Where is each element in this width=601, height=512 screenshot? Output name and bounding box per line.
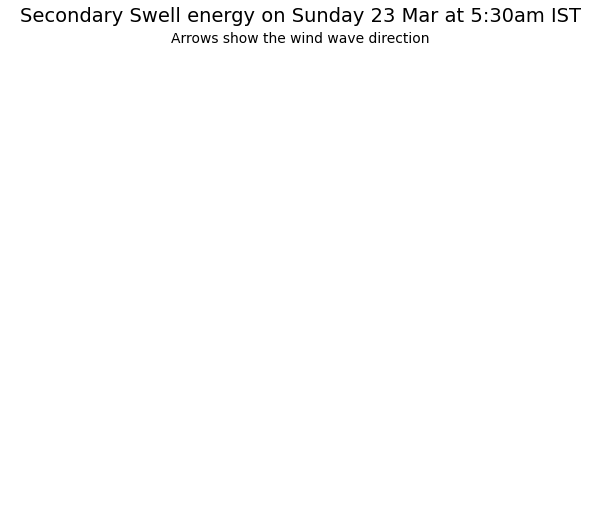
Text: Arrows show the wind wave direction: Arrows show the wind wave direction — [171, 32, 430, 46]
Text: Secondary Swell energy on Sunday 23 Mar at 5:30am IST: Secondary Swell energy on Sunday 23 Mar … — [20, 7, 581, 26]
